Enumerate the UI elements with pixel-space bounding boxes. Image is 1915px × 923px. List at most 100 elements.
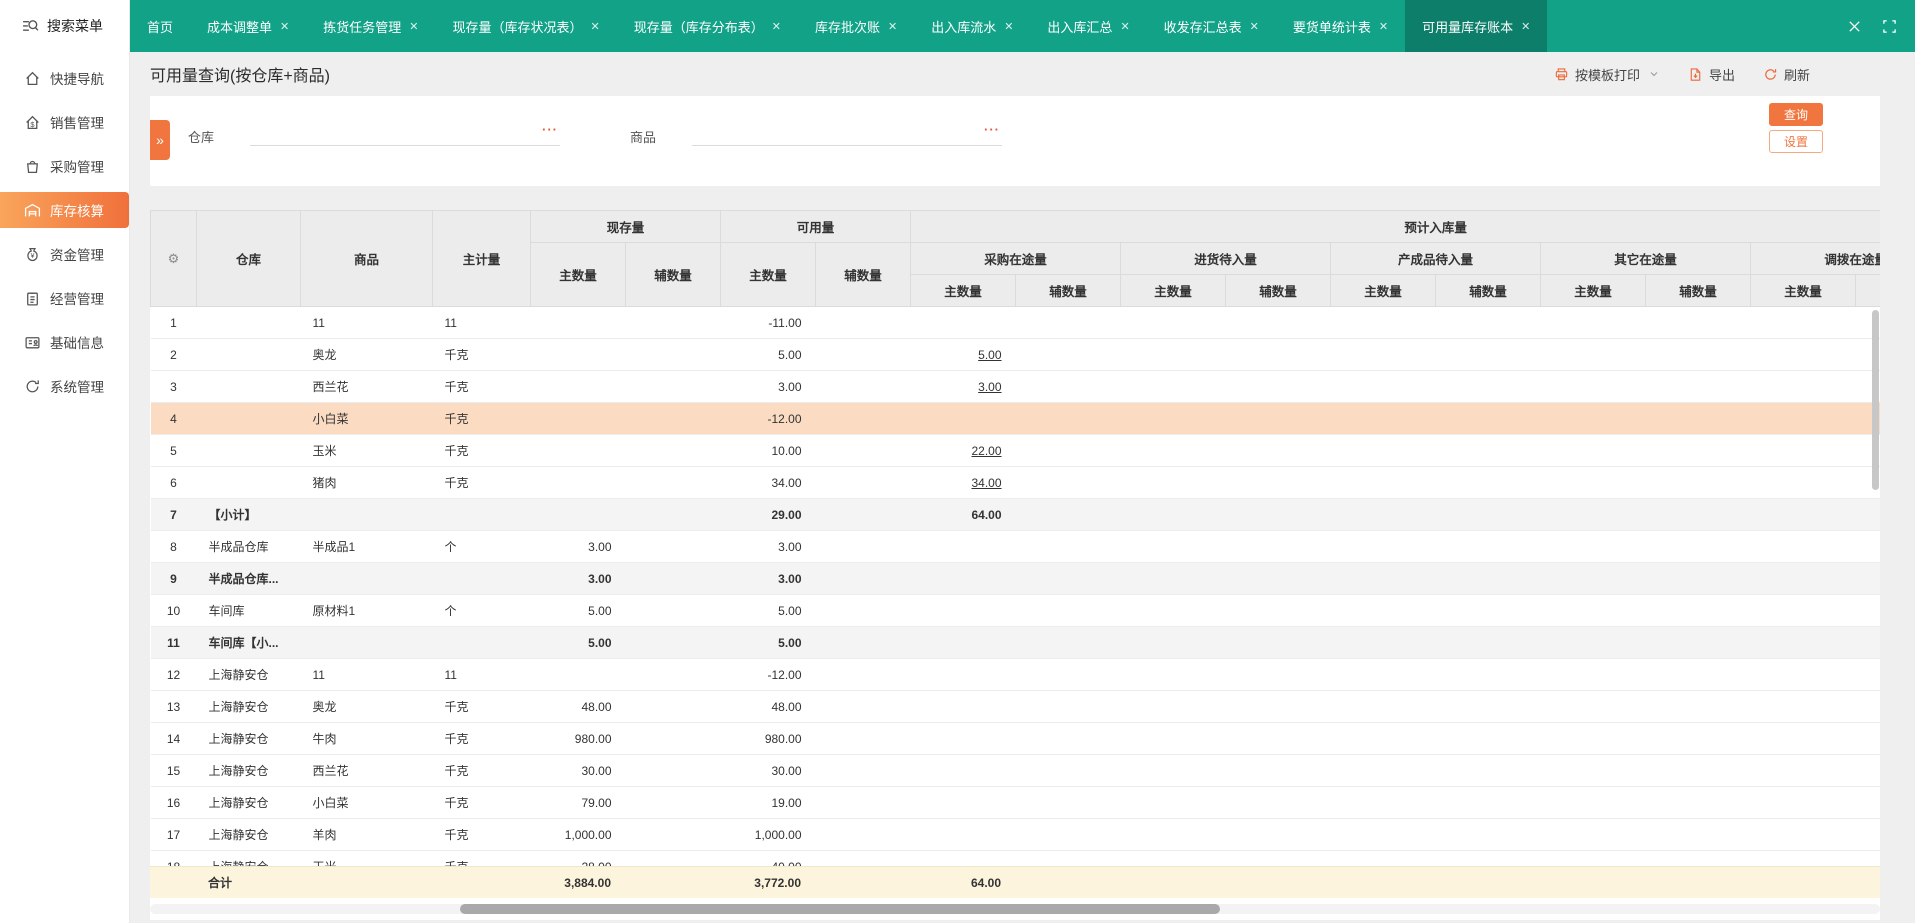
tab-item[interactable]: 收发存汇总表 ✕ (1147, 0, 1276, 52)
available-aux-qty-cell (815, 338, 911, 371)
table-row[interactable]: 12 上海静安仓 11 11 -12.00 (150, 658, 1880, 691)
refresh-button[interactable]: 刷新 (1763, 65, 1810, 84)
empty-qty-cell (1435, 690, 1541, 723)
fullscreen-icon[interactable] (1882, 19, 1897, 34)
close-all-tabs-icon[interactable] (1847, 19, 1862, 34)
grid-toolbar: 按模板打印 导出 刷新 (1526, 65, 1810, 84)
sidebar-item-base-info[interactable]: 基础信息 (0, 324, 129, 360)
empty-qty-cell (1540, 434, 1646, 467)
table-row[interactable]: 1 11 11 -11.00 (150, 306, 1880, 339)
empty-qty-cell (1645, 530, 1751, 563)
tab-item[interactable]: 首页 (130, 0, 190, 52)
table-row[interactable]: 18上海静安仓玉米千克28.00 40.00 (150, 850, 1880, 866)
tab-item[interactable]: 出入库流水 ✕ (914, 0, 1030, 52)
tab-label: 现存量（库存状况表） (452, 19, 583, 35)
empty-qty-cell (1330, 658, 1436, 691)
unit-cell: 千克 (432, 434, 531, 467)
total-empty-cell (1120, 866, 1225, 898)
table-row[interactable]: 17 上海静安仓 羊肉 千克 1,000.00 1,000.00 (150, 818, 1880, 851)
table-row[interactable]: 2 奥龙 千克 5.00 5.00 (150, 338, 1880, 371)
tab-close-icon[interactable]: ✕ (1521, 20, 1531, 33)
sidebar-item-funds[interactable]: ¥ 资金管理 (0, 236, 129, 272)
column-settings-gear-icon[interactable]: ⚙ (150, 210, 197, 307)
table-row[interactable]: 13 上海静安仓 奥龙 千克 48.00 48.00 (150, 690, 1880, 723)
print-by-template-button[interactable]: 按模板打印 (1554, 65, 1660, 84)
purchase-in-transit-main-qty-cell[interactable]: 34.00 (910, 466, 1016, 499)
warehouse-cell: 车间库 (196, 594, 301, 627)
sidebar-item-label: 快捷导航 (50, 72, 104, 87)
table-row[interactable]: 5 玉米 千克 10.00 22.00 (150, 434, 1880, 467)
horizontal-scrollbar-thumb[interactable] (460, 904, 1220, 914)
table-row[interactable]: 14 上海静安仓 牛肉 千克 980.00 980.00 (150, 722, 1880, 755)
tab-item[interactable]: 出入库汇总 ✕ (1030, 0, 1146, 52)
table-row[interactable]: 7 【小计】 29.00 64.00 (150, 498, 1880, 531)
empty-qty-cell (1015, 562, 1121, 595)
tab-close-icon[interactable]: ✕ (1378, 20, 1389, 33)
warehouse-picker-icon[interactable]: ··· (542, 122, 558, 137)
expand-filters-button[interactable]: » (150, 120, 170, 160)
tab-item[interactable]: 现存量（库存状况表） ✕ (435, 0, 616, 52)
empty-qty-cell (1540, 594, 1646, 627)
svg-text:¥: ¥ (31, 253, 35, 260)
sidebar-item-home[interactable]: 快捷导航 (0, 60, 129, 96)
table-row[interactable]: 3 西兰花 千克 3.00 3.00 (150, 370, 1880, 403)
purchase-in-transit-main-qty-cell[interactable]: 3.00 (910, 370, 1016, 403)
subheader-main-qty: 主数量 (1120, 274, 1227, 307)
empty-qty-cell (1855, 498, 1880, 531)
available-main-qty-cell: 1,000.00 (720, 818, 816, 851)
table-row[interactable]: 8 半成品仓库 半成品1 个 3.00 3.00 (150, 530, 1880, 563)
table-row[interactable]: 11 车间库【小... 5.00 5.00 (150, 626, 1880, 659)
table-row[interactable]: 9 半成品仓库... 3.00 3.00 (150, 562, 1880, 595)
settings-button[interactable]: 设置 (1769, 130, 1823, 153)
export-button[interactable]: 导出 (1688, 65, 1735, 84)
sidebar-item-system[interactable]: 系统管理 (0, 368, 129, 404)
tab-item[interactable]: 成本调整单 ✕ (190, 0, 306, 52)
tab-close-icon[interactable]: ✕ (280, 20, 290, 33)
tab-item[interactable]: 库存批次账 ✕ (798, 0, 914, 52)
product-cell (300, 562, 433, 595)
chevron-down-icon[interactable] (1648, 68, 1660, 80)
tab-close-icon[interactable]: ✕ (1004, 20, 1014, 33)
tab-item[interactable]: 拣货任务管理 ✕ (306, 0, 435, 52)
tab-close-icon[interactable]: ✕ (590, 20, 600, 33)
tab-close-icon[interactable]: ✕ (771, 20, 781, 33)
tab-item[interactable]: 要货单统计表 ✕ (1276, 0, 1405, 52)
horizontal-scrollbar[interactable] (150, 904, 1880, 914)
empty-qty-cell (1015, 338, 1121, 371)
tab-close-icon[interactable]: ✕ (1120, 20, 1130, 33)
available-aux-qty-cell (815, 786, 911, 819)
sidebar-item-inventory[interactable]: 库存核算 (0, 192, 129, 228)
tab-item[interactable]: 可用量库存账本 ✕ (1405, 0, 1548, 52)
sidebar-item-operations[interactable]: 经营管理 (0, 280, 129, 316)
warehouse-cell: 【小计】 (196, 498, 301, 531)
sidebar-item-sales[interactable]: $ 销售管理 (0, 104, 129, 140)
product-picker-icon[interactable]: ··· (984, 122, 1000, 137)
tab-close-icon[interactable]: ✕ (887, 20, 898, 33)
tab-close-icon[interactable]: ✕ (1249, 20, 1259, 33)
tab-label: 要货单统计表 (1292, 19, 1371, 35)
purchase-in-transit-main-qty-cell[interactable]: 22.00 (910, 434, 1016, 467)
purchase-in-transit-main-qty-cell[interactable]: 5.00 (910, 338, 1016, 371)
table-row[interactable]: 16 上海静安仓 小白菜 千克 79.00 19.00 (150, 786, 1880, 819)
product-filter-input[interactable]: ··· (692, 118, 1002, 146)
total-empty-cell (432, 866, 530, 898)
total-row: 合计 3,884.00 3,772.00 64.00 (150, 866, 1880, 898)
search-button[interactable]: 查询 (1769, 103, 1823, 126)
warehouse-cell (196, 370, 301, 403)
vertical-scrollbar-thumb[interactable] (1872, 310, 1879, 490)
tab-item[interactable]: 现存量（库存分布表） ✕ (617, 0, 798, 52)
table-row[interactable]: 6 猪肉 千克 34.00 34.00 (150, 466, 1880, 499)
table-row[interactable]: 4 小白菜 千克 -12.00 (150, 402, 1880, 435)
sidebar-search-menu[interactable]: 搜索菜单 (0, 0, 129, 52)
table-row[interactable]: 15 上海静安仓 西兰花 千克 30.00 30.00 (150, 754, 1880, 787)
purchase-in-transit-main-qty-cell (910, 594, 1016, 627)
warehouse-filter-input[interactable]: ··· (250, 118, 560, 146)
table-row[interactable]: 10 车间库 原材料1 个 5.00 5.00 (150, 594, 1880, 627)
stock-aux-qty-cell (625, 786, 721, 819)
tab-close-icon[interactable]: ✕ (409, 20, 419, 33)
sidebar-item-purchase[interactable]: 采购管理 (0, 148, 129, 184)
empty-qty-cell (1750, 754, 1856, 787)
sidebar-item-label: 库存核算 (50, 204, 104, 219)
empty-qty-cell (1330, 594, 1436, 627)
empty-qty-cell (1225, 466, 1331, 499)
